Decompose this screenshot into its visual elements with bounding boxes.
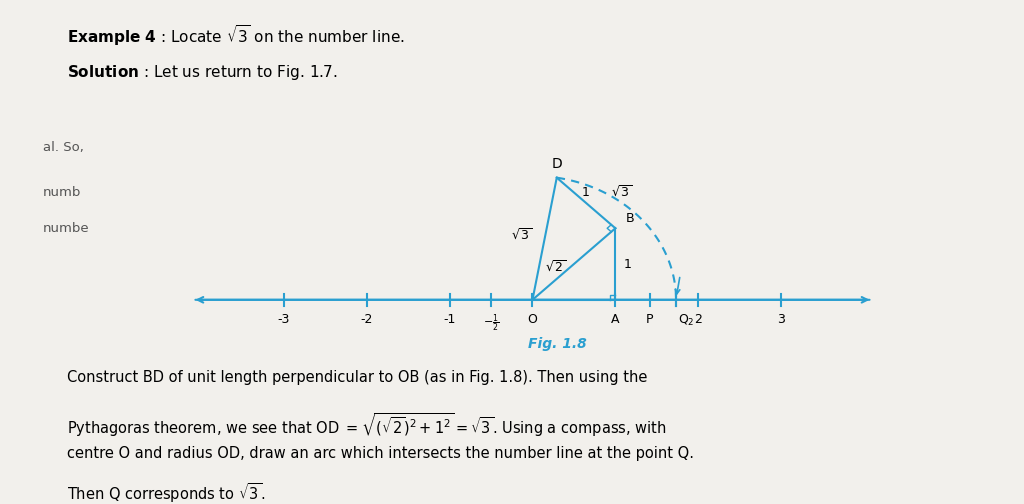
Text: 1: 1 xyxy=(624,258,632,271)
Text: centre O and radius OD, draw an arc which intersects the number line at the poin: centre O and radius OD, draw an arc whic… xyxy=(67,446,693,461)
Text: $\sqrt{3}$: $\sqrt{3}$ xyxy=(611,185,632,200)
Text: O: O xyxy=(527,312,538,326)
Text: al. So,: al. So, xyxy=(43,141,84,154)
Text: $\mathbf{Example\ 4}$ : Locate $\sqrt{3}$ on the number line.: $\mathbf{Example\ 4}$ : Locate $\sqrt{3}… xyxy=(67,23,404,47)
Text: D: D xyxy=(551,157,562,170)
Text: $\mathbf{Solution}$ : Let us return to Fig. 1.7.: $\mathbf{Solution}$ : Let us return to F… xyxy=(67,63,337,82)
Text: Q$_2$: Q$_2$ xyxy=(678,312,694,328)
Text: Construct BD of unit length perpendicular to OB (as in Fig. 1.8). Then using the: Construct BD of unit length perpendicula… xyxy=(67,370,647,386)
Text: Fig. 1.8: Fig. 1.8 xyxy=(528,337,587,351)
Text: B: B xyxy=(626,212,634,225)
Text: A: A xyxy=(611,312,620,326)
Text: Then Q corresponds to $\sqrt{3}$.: Then Q corresponds to $\sqrt{3}$. xyxy=(67,481,265,504)
Text: -1: -1 xyxy=(443,312,456,326)
Text: 3: 3 xyxy=(777,312,785,326)
Text: Pythagoras theorem, we see that OD $= \sqrt{(\sqrt{2})^2+1^2} = \sqrt{3}$. Using: Pythagoras theorem, we see that OD $= \s… xyxy=(67,411,666,438)
Text: -2: -2 xyxy=(360,312,373,326)
Text: 2: 2 xyxy=(694,312,702,326)
Text: $\sqrt{3}$: $\sqrt{3}$ xyxy=(511,228,532,243)
Text: -3: -3 xyxy=(278,312,290,326)
Text: $-\frac{1}{2}$: $-\frac{1}{2}$ xyxy=(483,312,499,334)
Text: numbe: numbe xyxy=(43,222,90,235)
Text: P: P xyxy=(646,312,653,326)
Text: numb: numb xyxy=(43,186,81,200)
Text: $\sqrt{2}$: $\sqrt{2}$ xyxy=(545,260,565,275)
Text: 1: 1 xyxy=(582,186,590,200)
